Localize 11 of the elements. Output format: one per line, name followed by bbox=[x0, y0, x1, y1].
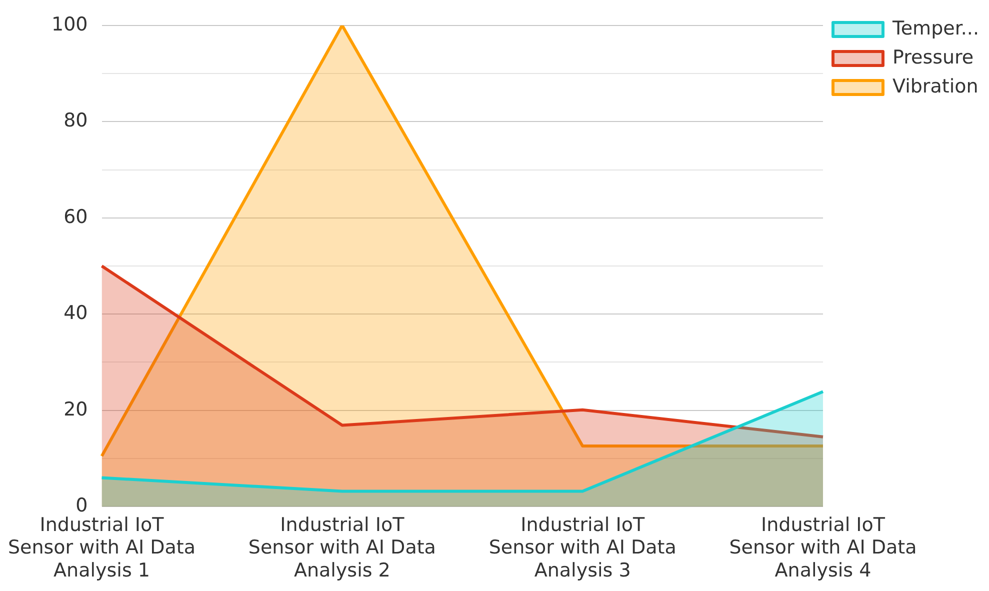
x-tick-label: Industrial IoT Sensor with AI Data Analysis 2 bbox=[248, 514, 436, 582]
x-tick-label: Industrial IoT Sensor with AI Data Analysis 3 bbox=[488, 514, 676, 582]
y-tick-label: 80 bbox=[64, 110, 88, 132]
legend-label: Pressure bbox=[892, 46, 974, 68]
y-tick-label: 40 bbox=[64, 302, 88, 324]
y-tick-label: 60 bbox=[64, 206, 88, 228]
y-tick-label: 20 bbox=[64, 398, 88, 420]
y-tick-label: 100 bbox=[51, 13, 88, 36]
legend-label: Vibration bbox=[892, 75, 978, 98]
x-tick-label: Industrial IoT Sensor with AI Data Analysis 4 bbox=[729, 514, 917, 582]
legend-label: Temper... bbox=[891, 17, 980, 40]
